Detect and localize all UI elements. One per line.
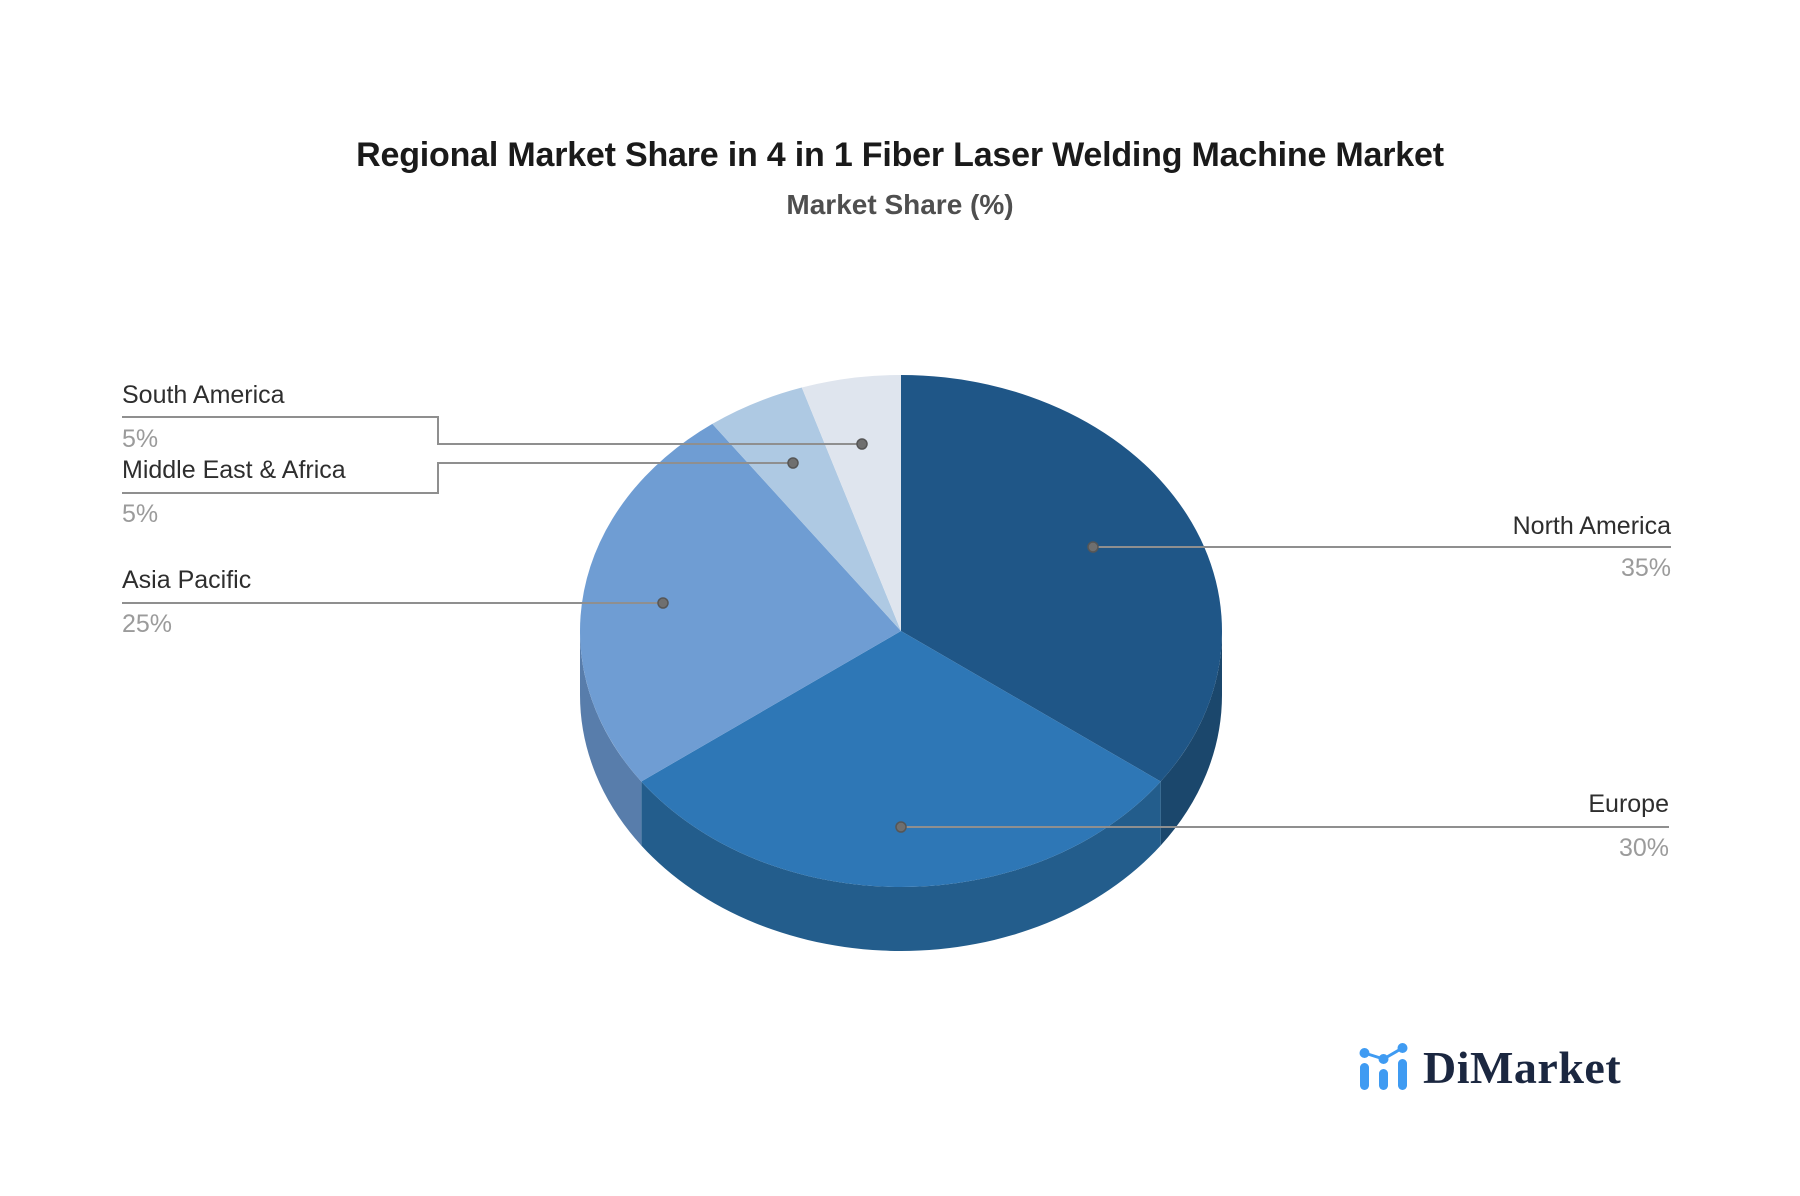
slice-value-middle-east-africa: 5%	[122, 500, 159, 528]
slice-label-middle-east-africa: Middle East & Africa	[122, 456, 346, 484]
slice-value-south-america: 5%	[122, 425, 159, 453]
pie-slice-north-america[interactable]	[901, 375, 1222, 782]
slice-label-europe: Europe	[1588, 790, 1669, 818]
anchor-dot-middle-east-africa	[787, 457, 799, 469]
anchor-dot-europe	[895, 821, 907, 833]
bar-chart-icon	[1359, 1043, 1408, 1090]
pie-slice-europe[interactable]	[641, 631, 1161, 887]
leader-line-south-america	[122, 416, 862, 445]
pie-slice-side-europe	[641, 781, 1161, 951]
pie-slice-south-america[interactable]	[801, 375, 901, 631]
anchor-dot-asia-pacific	[657, 597, 669, 609]
pie-slice-middle-east-africa[interactable]	[712, 387, 901, 631]
slice-value-north-america: 35%	[1620, 554, 1671, 582]
pie-slice-side-asia-pacific	[580, 631, 642, 846]
slice-value-asia-pacific: 25%	[122, 610, 173, 638]
chart-subtitle: Market Share (%)	[786, 189, 1014, 220]
slice-label-north-america: North America	[1512, 512, 1671, 540]
slice-label-asia-pacific: Asia Pacific	[122, 566, 252, 594]
anchor-dot-south-america	[856, 438, 868, 450]
dimarket-logo-text: DiMarket	[1423, 1042, 1622, 1093]
chart-title: Regional Market Share in 4 in 1 Fiber La…	[356, 136, 1444, 174]
pie-slice-side-north-america	[1160, 631, 1222, 846]
leader-line-middle-east-africa	[122, 462, 793, 494]
slice-label-south-america: South America	[122, 381, 285, 409]
slice-value-europe: 30%	[1618, 834, 1669, 862]
anchor-dot-north-america	[1087, 541, 1099, 553]
dimarket-logo[interactable]: DiMarket	[1358, 1042, 1621, 1094]
pie-slice-asia-pacific[interactable]	[580, 423, 901, 782]
